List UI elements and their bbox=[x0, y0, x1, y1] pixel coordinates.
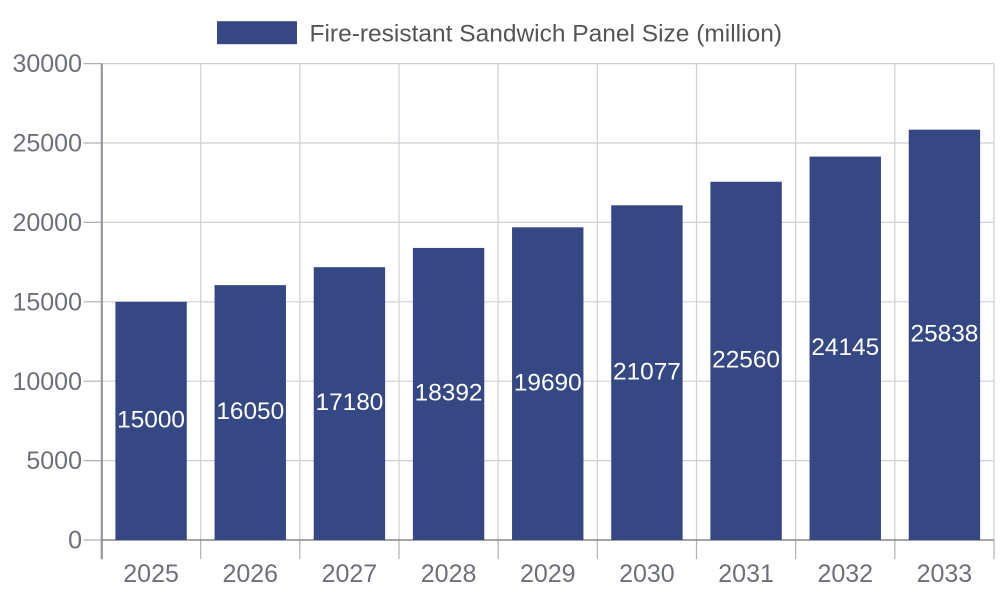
svg-text:18392: 18392 bbox=[415, 380, 483, 407]
svg-text:2030: 2030 bbox=[619, 560, 675, 588]
svg-text:10000: 10000 bbox=[12, 368, 82, 396]
svg-text:2027: 2027 bbox=[322, 560, 378, 588]
svg-text:24145: 24145 bbox=[811, 334, 879, 361]
svg-text:2029: 2029 bbox=[520, 560, 576, 588]
svg-text:2026: 2026 bbox=[222, 560, 278, 588]
svg-text:25838: 25838 bbox=[911, 320, 979, 347]
svg-text:2032: 2032 bbox=[817, 560, 873, 588]
svg-text:20000: 20000 bbox=[12, 209, 82, 237]
svg-text:15000: 15000 bbox=[12, 288, 82, 316]
svg-text:15000: 15000 bbox=[117, 407, 185, 434]
svg-text:2033: 2033 bbox=[917, 560, 973, 588]
svg-text:30000: 30000 bbox=[12, 50, 82, 78]
svg-text:22560: 22560 bbox=[712, 347, 780, 374]
svg-text:25000: 25000 bbox=[12, 130, 82, 158]
svg-text:2031: 2031 bbox=[718, 560, 774, 588]
svg-text:17180: 17180 bbox=[316, 389, 384, 416]
svg-text:19690: 19690 bbox=[514, 369, 582, 396]
svg-text:5000: 5000 bbox=[26, 447, 82, 475]
svg-text:16050: 16050 bbox=[216, 398, 284, 425]
svg-text:21077: 21077 bbox=[613, 358, 681, 385]
svg-text:2025: 2025 bbox=[123, 560, 179, 588]
svg-text:Fire-resistant Sandwich Panel: Fire-resistant Sandwich Panel Size (mill… bbox=[310, 20, 782, 47]
svg-text:0: 0 bbox=[68, 527, 82, 555]
svg-text:2028: 2028 bbox=[421, 560, 477, 588]
